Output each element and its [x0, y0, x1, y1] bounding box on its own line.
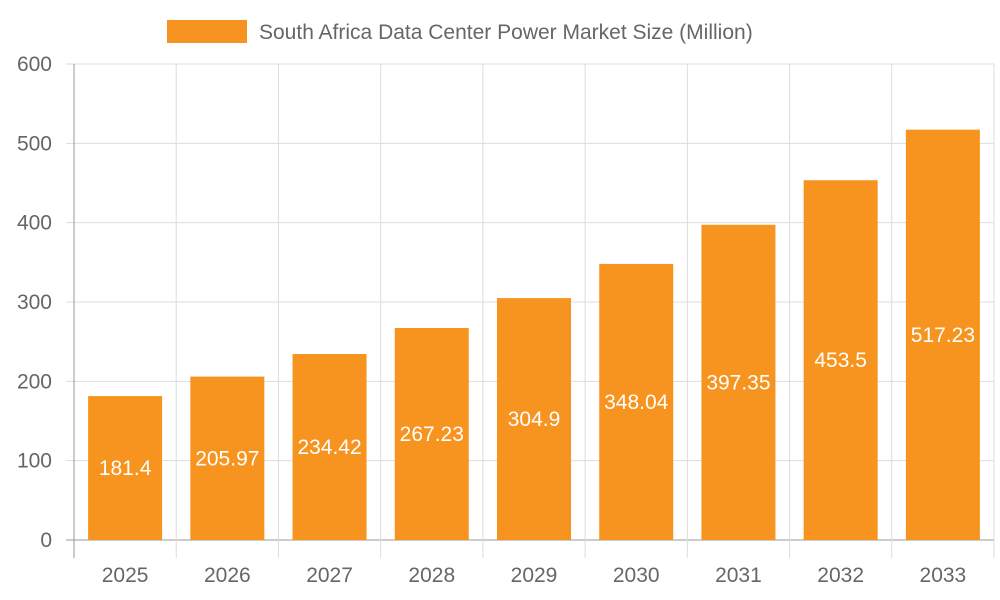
y-tick-label: 0 — [40, 529, 52, 552]
y-tick-label: 600 — [17, 53, 52, 76]
bar — [701, 224, 776, 541]
y-tick-label: 500 — [17, 132, 52, 155]
bar — [394, 327, 469, 540]
data-label: 304.9 — [508, 408, 561, 431]
bar — [190, 376, 265, 540]
data-label: 348.04 — [604, 391, 669, 414]
data-label: 517.23 — [911, 324, 975, 347]
bar — [88, 396, 163, 540]
bar — [905, 129, 980, 541]
legend-label: South Africa Data Center Power Market Si… — [259, 21, 753, 44]
x-tick-label: 2030 — [613, 564, 660, 587]
x-tick-label: 2025 — [102, 564, 149, 587]
x-tick-label: 2027 — [306, 564, 353, 587]
bar — [599, 263, 674, 540]
x-tick-label: 2028 — [408, 564, 455, 587]
x-tick-label: 2032 — [817, 564, 864, 587]
data-label: 234.42 — [297, 436, 361, 459]
data-label: 267.23 — [400, 423, 464, 446]
data-label: 205.97 — [195, 447, 259, 470]
x-tick-label: 2031 — [715, 564, 762, 587]
y-tick-label: 400 — [17, 212, 52, 235]
bar — [803, 180, 878, 540]
data-label: 397.35 — [706, 371, 770, 394]
x-tick-label: 2026 — [204, 564, 251, 587]
y-tick-label: 200 — [17, 370, 52, 393]
data-label: 181.4 — [99, 457, 152, 480]
x-tick-label: 2033 — [920, 564, 967, 587]
y-tick-label: 300 — [17, 291, 52, 314]
x-tick-label: 2029 — [511, 564, 558, 587]
legend-swatch — [167, 20, 247, 43]
bar — [292, 354, 367, 540]
y-tick-label: 100 — [17, 450, 52, 473]
data-label: 453.5 — [814, 349, 867, 372]
bar — [497, 298, 571, 540]
